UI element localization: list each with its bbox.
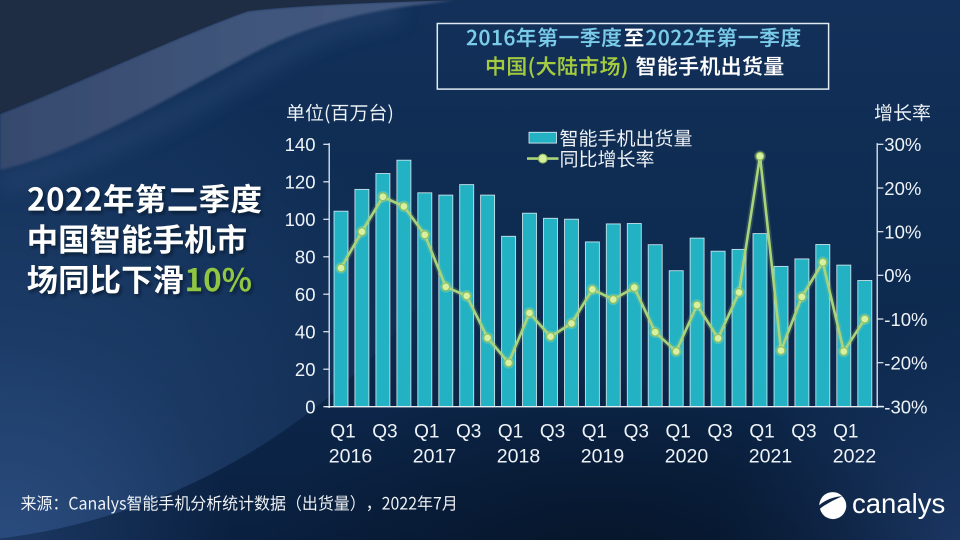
svg-text:Q3: Q3 (791, 422, 816, 443)
svg-text:0: 0 (305, 397, 315, 418)
svg-text:canalys: canalys (852, 488, 945, 519)
svg-text:-30%: -30% (884, 396, 927, 417)
svg-text:120: 120 (285, 172, 316, 193)
svg-text:2022: 2022 (833, 446, 876, 468)
svg-text:80: 80 (295, 247, 316, 268)
svg-text:2017: 2017 (413, 446, 456, 468)
svg-text:Q1: Q1 (582, 422, 607, 443)
svg-text:Q1: Q1 (414, 422, 439, 443)
svg-text:140: 140 (285, 134, 316, 155)
svg-text:2020: 2020 (665, 446, 709, 468)
svg-text:40: 40 (295, 322, 316, 343)
svg-text:2018: 2018 (497, 446, 540, 468)
svg-text:Q3: Q3 (372, 422, 397, 443)
svg-text:Q3: Q3 (456, 422, 481, 443)
svg-text:2021: 2021 (749, 446, 792, 468)
svg-text:20: 20 (295, 359, 316, 380)
svg-text:100: 100 (285, 209, 316, 230)
svg-text:Q3: Q3 (707, 422, 732, 443)
svg-text:2019: 2019 (581, 446, 624, 468)
svg-text:Q3: Q3 (624, 422, 649, 443)
svg-text:Q1: Q1 (833, 422, 858, 443)
svg-text:2016: 2016 (329, 446, 372, 468)
svg-text:Q1: Q1 (666, 422, 691, 443)
svg-text:-20%: -20% (884, 353, 927, 374)
svg-text:Q1: Q1 (330, 422, 355, 443)
svg-text:10%: 10% (884, 222, 921, 243)
svg-text:20%: 20% (884, 178, 921, 199)
svg-text:Q1: Q1 (749, 422, 774, 443)
svg-text:-10%: -10% (884, 309, 927, 330)
svg-text:Q3: Q3 (540, 422, 565, 443)
svg-text:0%: 0% (884, 265, 911, 286)
svg-text:Q1: Q1 (498, 422, 523, 443)
svg-text:30%: 30% (884, 134, 921, 155)
svg-text:60: 60 (295, 284, 316, 305)
